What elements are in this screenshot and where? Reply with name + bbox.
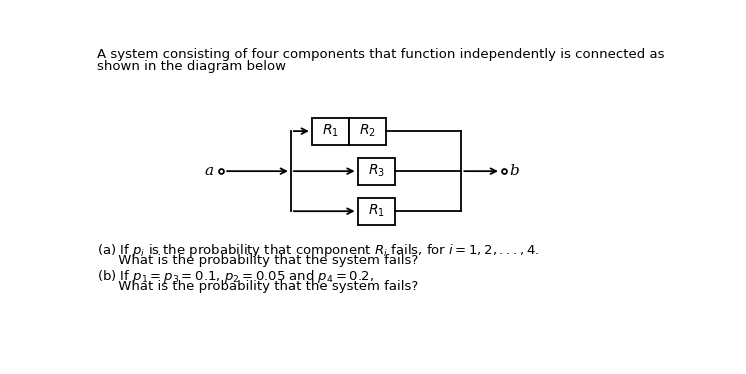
Text: shown in the diagram below: shown in the diagram below xyxy=(97,59,286,73)
Text: b: b xyxy=(510,164,519,178)
Text: (b) If $p_1 = p_3 = 0.1$, $p_2 = 0.05$ and $p_4 = 0.2$,: (b) If $p_1 = p_3 = 0.1$, $p_2 = 0.05$ a… xyxy=(97,268,374,285)
Text: $R_1$: $R_1$ xyxy=(368,203,385,220)
Bar xyxy=(357,198,395,225)
Text: $R_2$: $R_2$ xyxy=(359,123,376,140)
Text: (a) If $p_i$ is the probability that component $R_i$ fails, for $i = 1,2,...,4.$: (a) If $p_i$ is the probability that com… xyxy=(97,242,539,259)
Text: a: a xyxy=(204,164,213,178)
Bar xyxy=(312,118,349,145)
Text: $R_1$: $R_1$ xyxy=(322,123,339,140)
Text: What is the probability that the system fails?: What is the probability that the system … xyxy=(97,254,419,267)
Text: $R_3$: $R_3$ xyxy=(368,163,385,180)
Bar xyxy=(357,158,395,185)
Text: What is the probability that the system fails?: What is the probability that the system … xyxy=(97,280,419,292)
Bar xyxy=(349,118,386,145)
Text: A system consisting of four components that function independently is connected : A system consisting of four components t… xyxy=(97,48,665,61)
